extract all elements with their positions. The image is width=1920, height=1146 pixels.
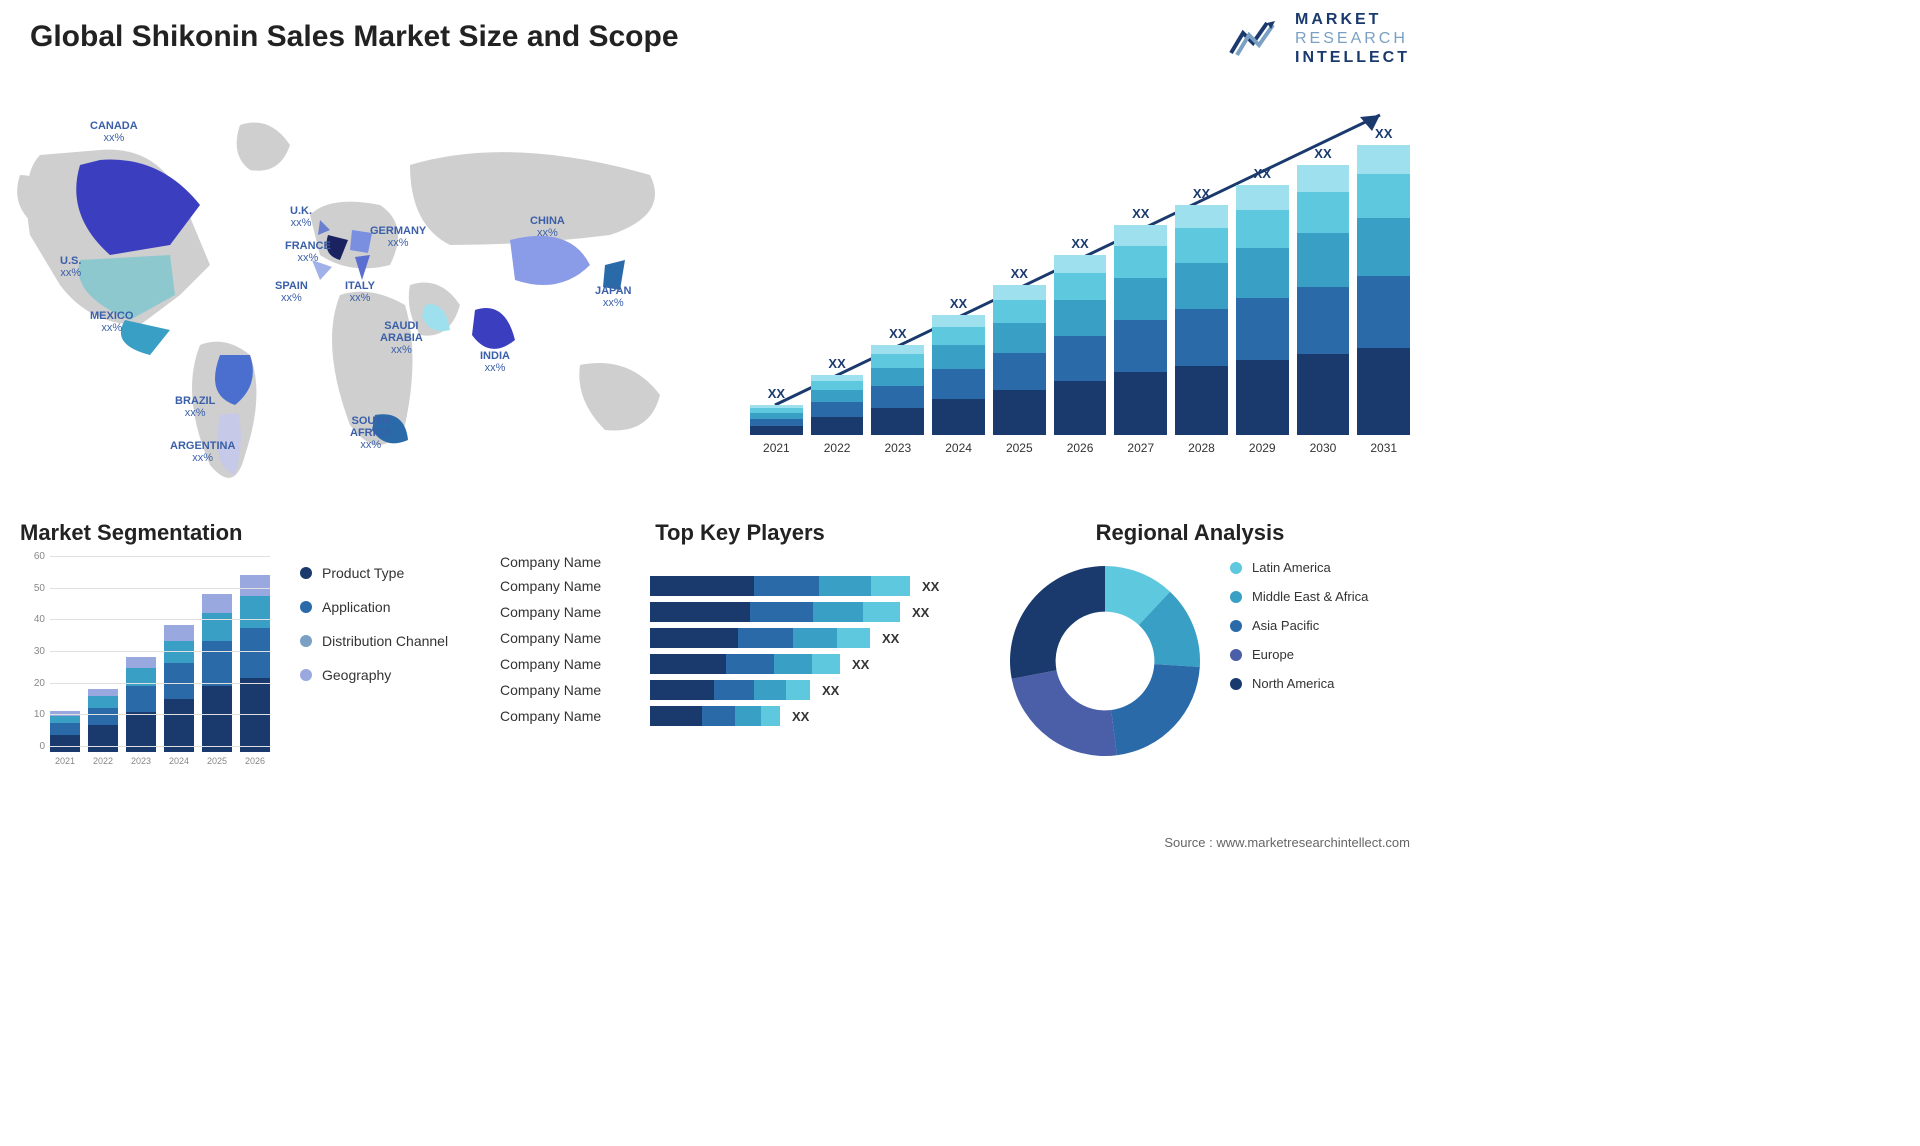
donut-slice bbox=[1010, 566, 1105, 679]
map-label: SPAINxx% bbox=[275, 280, 308, 304]
map-label: MEXICOxx% bbox=[90, 310, 133, 334]
legend-item: Geography bbox=[300, 667, 448, 683]
regional-donut bbox=[1000, 556, 1210, 766]
key-player-row: Company NameXX bbox=[500, 628, 980, 648]
regional-block: Regional Analysis Latin AmericaMiddle Ea… bbox=[1000, 520, 1420, 771]
legend-item: Europe bbox=[1230, 647, 1368, 662]
regional-title: Regional Analysis bbox=[960, 520, 1420, 546]
map-label: U.K.xx% bbox=[290, 205, 312, 229]
segmentation-bar: 2024 bbox=[164, 625, 194, 766]
map-label: FRANCExx% bbox=[285, 240, 331, 264]
segmentation-bar: 2023 bbox=[126, 657, 156, 766]
logo-mark-icon bbox=[1229, 15, 1285, 63]
donut-slice bbox=[1111, 664, 1200, 755]
key-player-row: Company Name bbox=[500, 554, 980, 570]
legend-item: Asia Pacific bbox=[1230, 618, 1368, 633]
key-player-row: Company NameXX bbox=[500, 654, 980, 674]
regional-legend: Latin America Middle East & Africa Asia Pa… bbox=[1230, 560, 1368, 705]
map-label: SAUDIARABIAxx% bbox=[380, 320, 423, 356]
key-player-row: Company NameXX bbox=[500, 706, 980, 726]
logo-line1: MARKET bbox=[1295, 10, 1410, 29]
segmentation-legend: Product Type Application Distribution Chan… bbox=[300, 565, 448, 701]
source-line: Source : www.marketresearchintellect.com bbox=[1164, 835, 1410, 850]
key-player-row: Company NameXX bbox=[500, 602, 980, 622]
legend-item: North America bbox=[1230, 676, 1368, 691]
map-label: CANADAxx% bbox=[90, 120, 138, 144]
growth-bar: XX2028 bbox=[1175, 186, 1228, 455]
logo-line2: RESEARCH bbox=[1295, 29, 1410, 48]
map-label: ARGENTINAxx% bbox=[170, 440, 235, 464]
segmentation-block: Market Segmentation 20212022202320242025… bbox=[20, 520, 480, 786]
page-title: Global Shikonin Sales Market Size and Sc… bbox=[30, 20, 679, 54]
map-label: U.S.xx% bbox=[60, 255, 81, 279]
legend-item: Application bbox=[300, 599, 448, 615]
growth-bar: XX2021 bbox=[750, 386, 803, 455]
map-label: JAPANxx% bbox=[595, 285, 631, 309]
map-label: CHINAxx% bbox=[530, 215, 565, 239]
growth-bar: XX2024 bbox=[932, 296, 985, 455]
growth-bar: XX2030 bbox=[1297, 146, 1350, 455]
map-label: BRAZILxx% bbox=[175, 395, 215, 419]
key-player-row: Company NameXX bbox=[500, 680, 980, 700]
growth-bar: XX2027 bbox=[1114, 206, 1167, 455]
key-player-row: Company NameXX bbox=[500, 576, 980, 596]
donut-slice bbox=[1012, 670, 1117, 756]
key-players-block: Top Key Players Company Name Company Name… bbox=[500, 520, 980, 732]
growth-bar: XX2029 bbox=[1236, 166, 1289, 455]
map-label: ITALYxx% bbox=[345, 280, 375, 304]
segmentation-bar: 2026 bbox=[240, 575, 270, 766]
segmentation-title: Market Segmentation bbox=[20, 520, 480, 546]
growth-chart: XX2021XX2022XX2023XX2024XX2025XX2026XX20… bbox=[750, 95, 1410, 485]
growth-bar: XX2031 bbox=[1357, 126, 1410, 455]
map-label: SOUTHAFRICAxx% bbox=[350, 415, 392, 451]
segmentation-bar: 2022 bbox=[88, 689, 118, 766]
legend-item: Product Type bbox=[300, 565, 448, 581]
legend-item: Latin America bbox=[1230, 560, 1368, 575]
legend-item: Middle East & Africa bbox=[1230, 589, 1368, 604]
key-players-title: Top Key Players bbox=[500, 520, 980, 546]
segmentation-chart: 202120222023202420252026 0102030405060 bbox=[20, 556, 280, 786]
segmentation-bar: 2021 bbox=[50, 711, 80, 766]
growth-bar: XX2023 bbox=[871, 326, 924, 455]
brand-logo: MARKET RESEARCH INTELLECT bbox=[1229, 10, 1410, 68]
legend-item: Distribution Channel bbox=[300, 633, 448, 649]
map-label: INDIAxx% bbox=[480, 350, 510, 374]
growth-bar: XX2025 bbox=[993, 266, 1046, 455]
growth-bar: XX2022 bbox=[811, 356, 864, 455]
world-map: CANADAxx% U.S.xx% MEXICOxx% BRAZILxx% ARGENT… bbox=[10, 95, 710, 495]
map-label: GERMANYxx% bbox=[370, 225, 426, 249]
growth-bar: XX2026 bbox=[1054, 236, 1107, 455]
logo-line3: INTELLECT bbox=[1295, 48, 1410, 67]
